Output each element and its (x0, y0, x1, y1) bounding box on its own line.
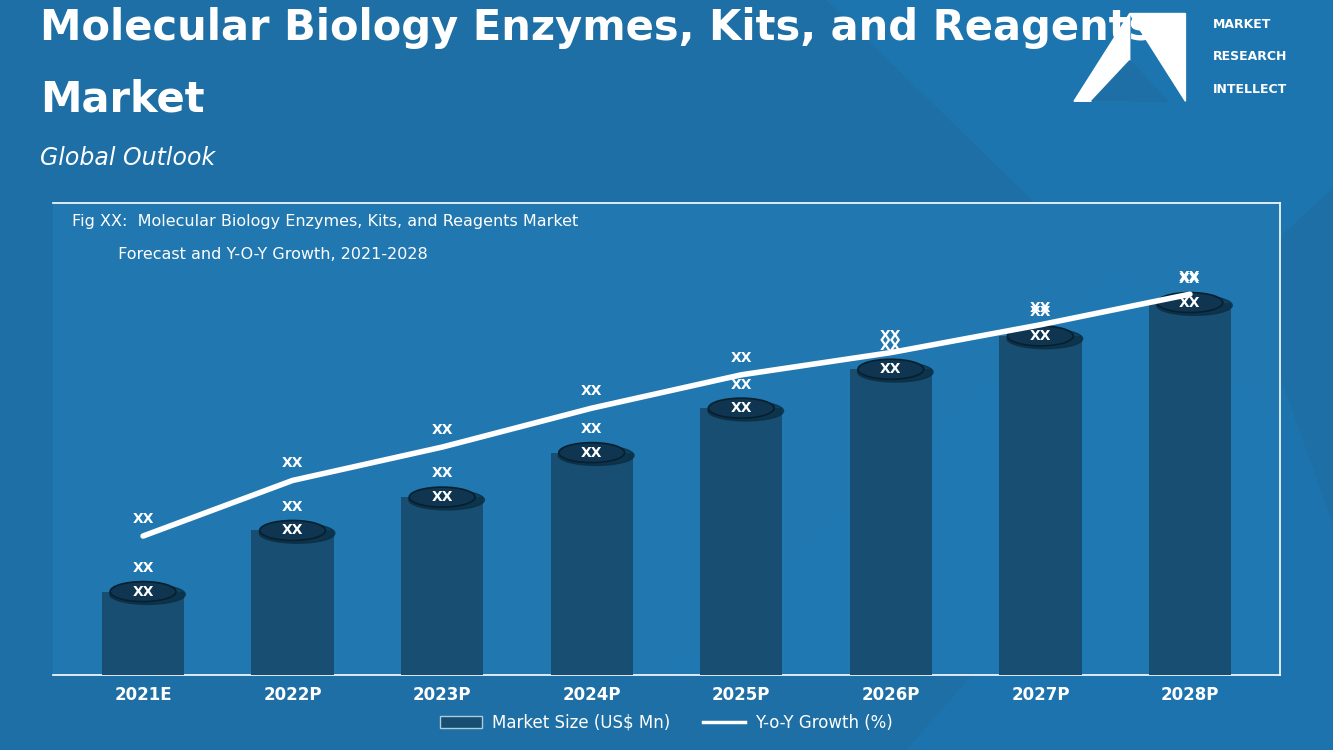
Ellipse shape (708, 401, 784, 421)
Ellipse shape (559, 446, 635, 466)
Text: INTELLECT: INTELLECT (1213, 82, 1288, 95)
Text: XX: XX (1029, 301, 1052, 315)
Polygon shape (666, 274, 1333, 675)
Ellipse shape (1157, 296, 1232, 315)
Text: XX: XX (1029, 305, 1052, 320)
Text: XX: XX (132, 512, 153, 526)
Bar (849, 369, 932, 675)
Text: XX: XX (432, 466, 453, 481)
Polygon shape (1074, 13, 1130, 101)
Polygon shape (826, 0, 1333, 338)
Text: Market: Market (40, 78, 204, 120)
Ellipse shape (559, 442, 625, 463)
Text: XX: XX (730, 377, 752, 392)
Bar (551, 453, 633, 675)
Ellipse shape (1008, 326, 1073, 346)
Text: Molecular Biology Enzymes, Kits, and Reagents: Molecular Biology Enzymes, Kits, and Rea… (40, 7, 1153, 49)
Text: XX: XX (581, 422, 603, 436)
Text: XX: XX (581, 446, 603, 460)
Bar (252, 530, 333, 675)
Ellipse shape (109, 584, 185, 604)
Text: XX: XX (730, 351, 752, 364)
Text: XX: XX (730, 401, 752, 416)
Text: XX: XX (880, 362, 901, 376)
Ellipse shape (858, 359, 924, 380)
Text: XX: XX (281, 500, 304, 514)
Bar (1149, 302, 1232, 675)
Polygon shape (906, 338, 1333, 750)
Text: XX: XX (132, 584, 153, 598)
Text: XX: XX (1029, 329, 1052, 343)
Ellipse shape (260, 520, 325, 541)
Text: XX: XX (281, 457, 304, 470)
Text: Global Outlook: Global Outlook (40, 146, 215, 170)
Ellipse shape (1157, 292, 1222, 313)
Text: XX: XX (132, 561, 153, 575)
Text: XX: XX (880, 338, 901, 352)
Text: RESEARCH: RESEARCH (1213, 50, 1288, 63)
Text: XX: XX (880, 328, 901, 343)
Text: XX: XX (432, 423, 453, 437)
Text: Forecast and Y-O-Y Growth, 2021-2028: Forecast and Y-O-Y Growth, 2021-2028 (72, 248, 428, 262)
Text: XX: XX (432, 490, 453, 504)
Bar (101, 592, 184, 675)
Legend: Market Size (US$ Mn), Y-o-Y Growth (%): Market Size (US$ Mn), Y-o-Y Growth (%) (432, 705, 901, 740)
Text: XX: XX (1180, 272, 1201, 286)
Ellipse shape (708, 398, 774, 418)
Text: XX: XX (1180, 296, 1201, 310)
Bar (1000, 336, 1081, 675)
Text: XX: XX (581, 384, 603, 398)
Polygon shape (1130, 13, 1185, 101)
Polygon shape (1092, 61, 1168, 101)
Text: MARKET: MARKET (1213, 18, 1272, 31)
Ellipse shape (857, 362, 933, 382)
Ellipse shape (1006, 328, 1082, 349)
Text: Fig XX:  Molecular Biology Enzymes, Kits, and Reagents Market: Fig XX: Molecular Biology Enzymes, Kits,… (72, 214, 579, 230)
Ellipse shape (111, 581, 176, 602)
Text: XX: XX (281, 524, 304, 538)
Bar (401, 497, 484, 675)
Ellipse shape (409, 487, 475, 507)
Bar (700, 408, 782, 675)
Ellipse shape (259, 524, 335, 543)
Ellipse shape (409, 490, 484, 510)
Text: XX: XX (1180, 270, 1201, 284)
